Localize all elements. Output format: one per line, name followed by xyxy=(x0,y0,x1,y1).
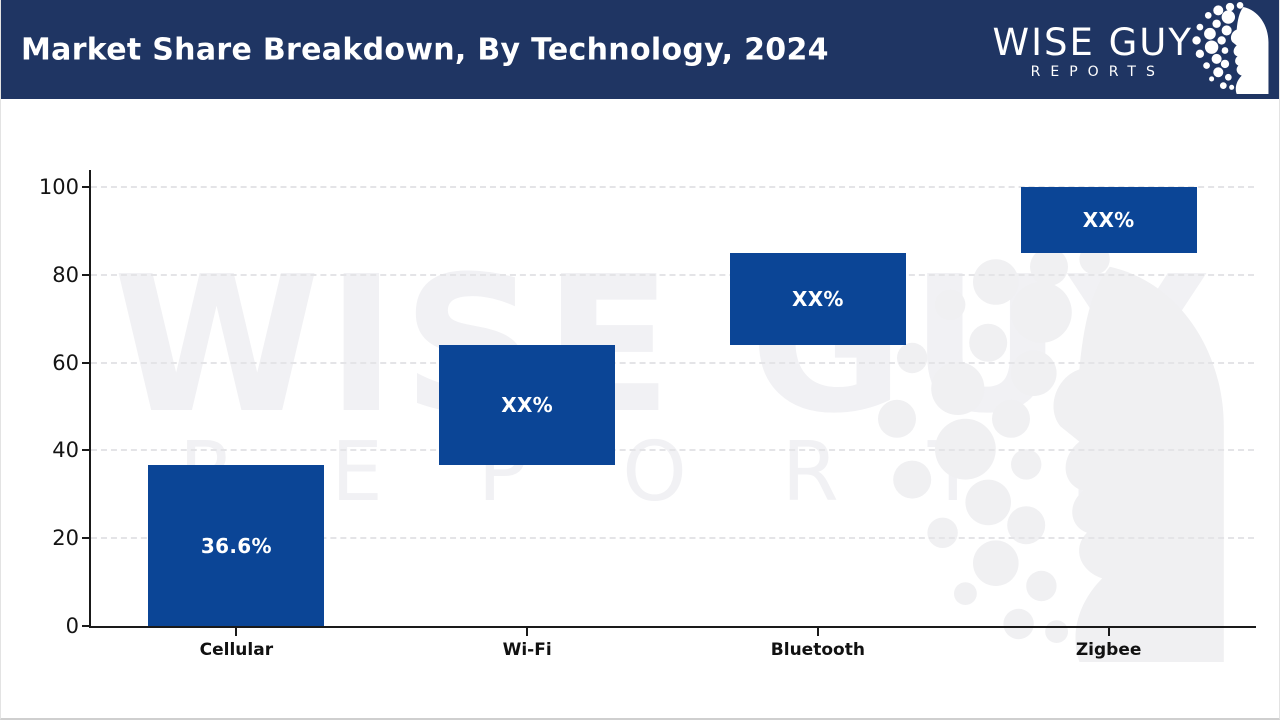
bar-value-label: XX% xyxy=(791,286,844,311)
bar-value-label: XX% xyxy=(501,393,554,418)
y-tick-mark xyxy=(82,186,89,188)
header-bar: Market Share Breakdown, By Technology, 2… xyxy=(1,0,1279,99)
y-tick-label: 0 xyxy=(65,614,79,638)
bar-value-label: XX% xyxy=(1082,207,1135,232)
gridline xyxy=(91,273,1254,276)
gridline xyxy=(91,537,1254,540)
waterfall-chart: 0 20 40 60 80 100 36.6% Cellular XX% Wi-Fi XX% Blue… xyxy=(1,99,1279,718)
x-tick-label-wi-fi: Wi-Fi xyxy=(502,640,552,660)
y-axis-spine xyxy=(89,170,91,628)
x-tick-label-bluetooth: Bluetooth xyxy=(770,640,865,660)
y-tick-mark xyxy=(82,625,89,627)
y-tick-mark xyxy=(82,361,89,364)
wise-guy-logo: WISE GUY REPORTS xyxy=(993,2,1273,94)
y-tick-mark xyxy=(82,537,89,540)
bar-wi-fi: XX% xyxy=(439,345,616,466)
x-tick-mark xyxy=(1107,628,1110,636)
x-tick-label-zigbee: Zigbee xyxy=(1075,640,1142,660)
gridline xyxy=(91,361,1254,364)
y-tick-label: 60 xyxy=(52,350,79,375)
x-tick-mark xyxy=(816,628,819,636)
x-tick-label-cellular: Cellular xyxy=(199,640,274,660)
page-title: Market Share Breakdown, By Technology, 2… xyxy=(21,32,829,67)
gridline xyxy=(91,186,1254,188)
bar-bluetooth: XX% xyxy=(729,252,906,346)
bar-zigbee: XX% xyxy=(1020,187,1197,253)
dotted-head-icon xyxy=(1187,2,1273,94)
x-tick-mark xyxy=(235,628,238,636)
y-tick-label: 100 xyxy=(38,175,79,199)
logo-subtitle: REPORTS xyxy=(1030,63,1165,80)
x-tick-mark xyxy=(526,628,529,636)
bar-cellular: 36.6% xyxy=(148,465,325,626)
y-tick-label: 80 xyxy=(52,262,79,287)
x-axis-spine xyxy=(89,626,1256,628)
logo-text: WISE GUY REPORTS xyxy=(992,21,1193,80)
bar-value-label: 36.6% xyxy=(200,533,272,558)
logo-wordmark: WISE GUY xyxy=(992,21,1193,65)
gridline xyxy=(91,449,1254,452)
y-tick-mark xyxy=(82,449,89,452)
y-tick-label: 20 xyxy=(52,526,79,551)
y-tick-label: 40 xyxy=(52,438,79,463)
y-tick-mark xyxy=(82,273,89,276)
